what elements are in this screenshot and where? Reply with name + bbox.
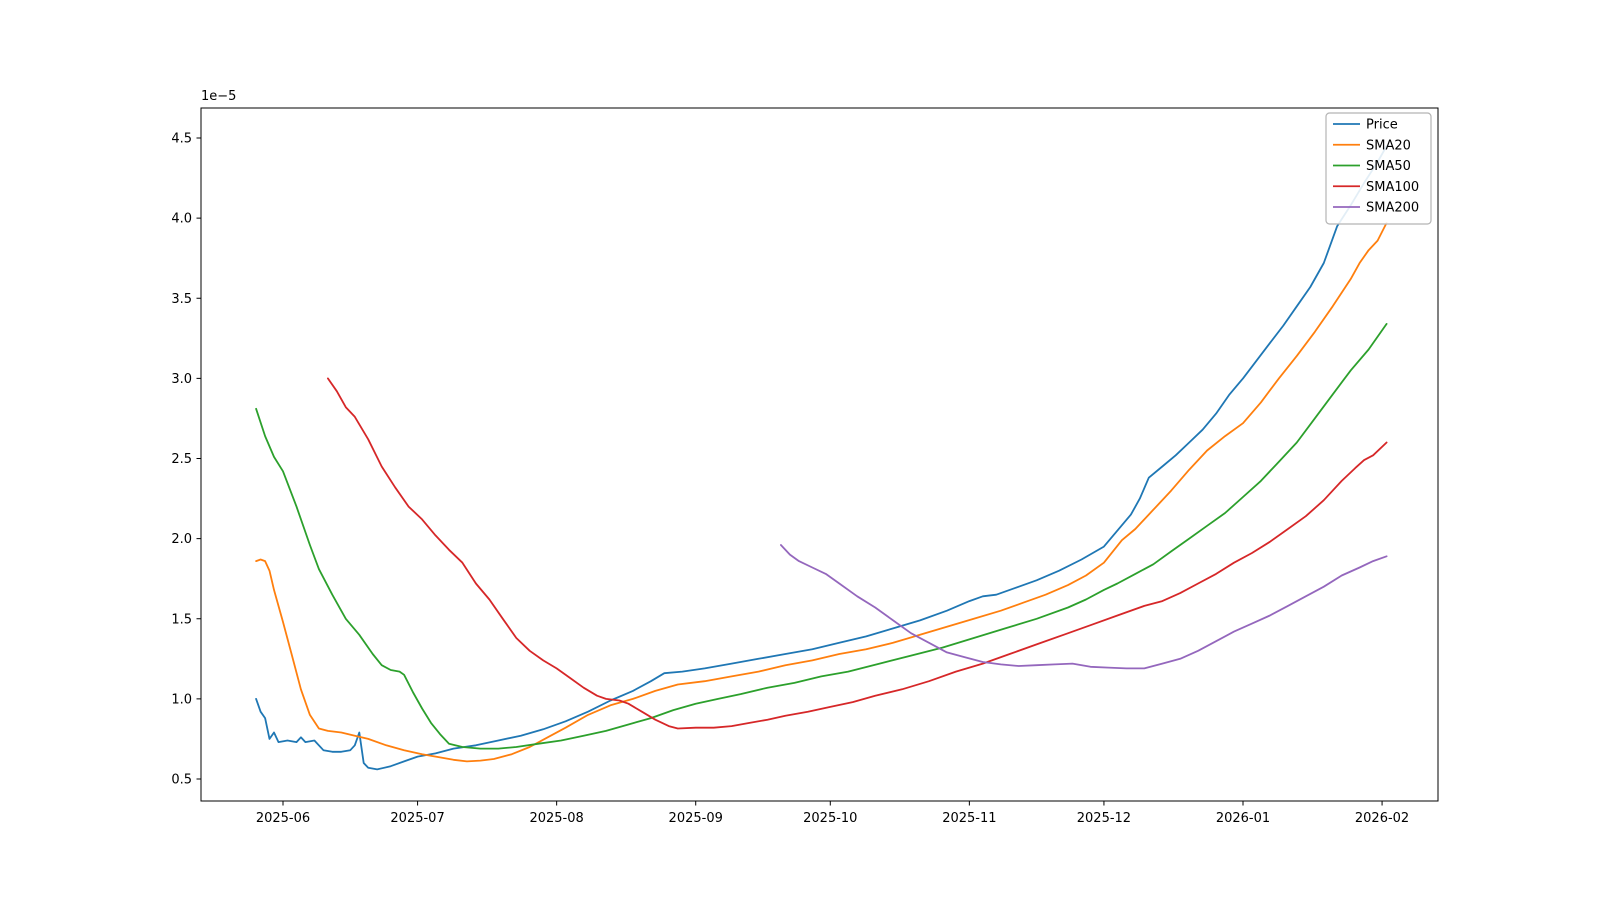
series-lines bbox=[255, 145, 1388, 771]
series-line-sma50 bbox=[255, 322, 1388, 750]
y-tick-label: 4.0 bbox=[171, 212, 192, 227]
x-tick-label: 2025-06 bbox=[256, 811, 310, 826]
x-tick-label: 2025-07 bbox=[390, 811, 444, 826]
legend-box bbox=[1325, 112, 1432, 225]
legend-label: SMA100 bbox=[1366, 180, 1419, 195]
legend-entry-sma200: SMA200 bbox=[1333, 201, 1419, 216]
legend-entry-sma100: SMA100 bbox=[1333, 180, 1419, 195]
x-tick-label: 2025-09 bbox=[669, 811, 723, 826]
x-axis: 2025-06 2025-07 2025-08 2025-09 2025-10 2025-… bbox=[256, 801, 1409, 826]
series-line-price bbox=[255, 145, 1388, 771]
x-tick-label: 2025-08 bbox=[529, 811, 583, 826]
axes-spines bbox=[200, 107, 1439, 802]
y-tick-label: 3.5 bbox=[171, 292, 192, 307]
series-line-sma20 bbox=[255, 221, 1388, 763]
series-line-sma200 bbox=[780, 544, 1388, 670]
legend-label: Price bbox=[1366, 118, 1398, 133]
y-tick-label: 1.5 bbox=[171, 612, 192, 627]
legend-entry-sma20: SMA20 bbox=[1333, 138, 1411, 153]
y-tick-label: 0.5 bbox=[171, 773, 192, 788]
x-tick-label: 2025-12 bbox=[1077, 811, 1131, 826]
y-tick-label: 4.5 bbox=[171, 132, 192, 147]
legend: Price SMA20 SMA50 SMA100 SMA200 bbox=[1325, 112, 1432, 225]
y-axis-offset-text: 1e−5 bbox=[201, 89, 236, 104]
x-tick-label: 2025-11 bbox=[942, 811, 996, 826]
y-tick-label: 1.0 bbox=[171, 692, 192, 707]
y-tick-label: 2.0 bbox=[171, 532, 192, 547]
legend-entry-price: Price bbox=[1333, 118, 1398, 133]
legend-label: SMA50 bbox=[1366, 159, 1411, 174]
y-tick-label: 2.5 bbox=[171, 452, 192, 467]
x-tick-label: 2025-10 bbox=[803, 811, 857, 826]
series-line-sma100 bbox=[326, 377, 1388, 730]
legend-label: SMA20 bbox=[1366, 138, 1411, 153]
y-axis: 0.5 1.0 1.5 2.0 2.5 3.0 3.5 4.0 4.5 bbox=[171, 132, 201, 788]
legend-entry-sma50: SMA50 bbox=[1333, 159, 1411, 174]
y-tick-label: 3.0 bbox=[171, 372, 192, 387]
x-tick-label: 2026-02 bbox=[1355, 811, 1409, 826]
legend-label: SMA200 bbox=[1366, 201, 1419, 216]
x-tick-label: 2026-01 bbox=[1216, 811, 1270, 826]
